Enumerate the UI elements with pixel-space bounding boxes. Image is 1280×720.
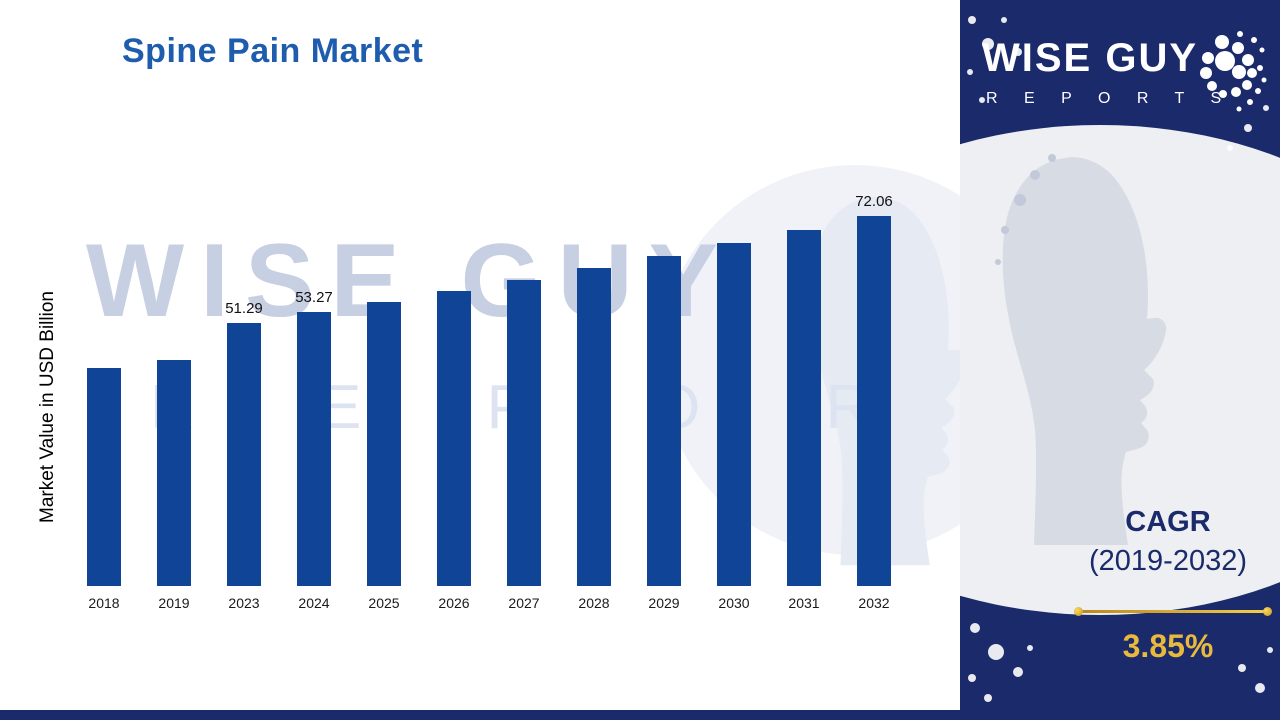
bar-value-label: 72.06	[855, 193, 893, 210]
bar-group: 51.29 2023	[224, 300, 264, 611]
x-axis-tick-label: 2027	[508, 595, 540, 611]
bar-group: 53.27 2024	[294, 289, 334, 611]
bar-group: 72.06 2032	[854, 193, 894, 611]
brand-panel	[960, 0, 1280, 720]
bar	[857, 216, 891, 586]
bar-group: 2025	[364, 279, 404, 611]
bar-value-label: 51.29	[225, 300, 263, 317]
x-axis-tick-label: 2031	[788, 595, 820, 611]
bar-group: 2018	[84, 345, 124, 611]
bar	[227, 323, 261, 586]
x-axis-tick-label: 2019	[158, 595, 190, 611]
x-axis-tick-label: 2028	[578, 595, 610, 611]
x-axis-tick-label: 2023	[228, 595, 260, 611]
bar-value-label: 53.27	[295, 289, 333, 306]
cagr-block: CAGR (2019-2032)	[1062, 506, 1274, 578]
page-title: Spine Pain Market	[122, 32, 424, 70]
bar	[647, 256, 681, 586]
bar	[157, 360, 191, 586]
bar	[787, 230, 821, 586]
x-axis-tick-label: 2018	[88, 595, 120, 611]
x-axis-tick-label: 2025	[368, 595, 400, 611]
cagr-label: CAGR	[1125, 506, 1211, 538]
x-axis-tick-label: 2030	[718, 595, 750, 611]
plot-area: 2018 2019 51.29 2023 53.27 2024 2025 2026 2027 20…	[84, 140, 894, 611]
bar	[717, 243, 751, 586]
x-axis-tick-label: 2024	[298, 595, 330, 611]
bar-group: 2029	[644, 233, 684, 611]
cagr-value: 3.85%	[1122, 628, 1214, 664]
bar	[437, 291, 471, 586]
bar-group: 2028	[574, 245, 614, 611]
y-axis-label: Market Value in USD Billion	[37, 291, 58, 523]
bottom-accent-bar	[0, 710, 1280, 720]
panel-background-graphic	[960, 0, 1280, 720]
x-axis-tick-label: 2032	[858, 595, 890, 611]
head-profile-dots-icon	[1200, 31, 1267, 112]
logo-subtext: R E P O R T S	[986, 90, 1233, 107]
bar-group: 2027	[504, 257, 544, 611]
bar-group: 2030	[714, 220, 754, 611]
x-axis-tick-label: 2029	[648, 595, 680, 611]
bar-group: 2026	[434, 268, 474, 611]
bar	[577, 268, 611, 586]
bar-group: 2031	[784, 207, 824, 611]
logo-wordmark: WISE GUY	[982, 36, 1199, 80]
cagr-divider-line	[1074, 607, 1272, 616]
bar	[297, 312, 331, 586]
x-axis-tick-label: 2026	[438, 595, 470, 611]
cagr-range: (2019-2032)	[1089, 545, 1247, 577]
watermark-text-line1: WISE GUY	[86, 223, 735, 339]
bar	[87, 368, 121, 586]
bar	[367, 302, 401, 586]
brand-logo: WISE GUY R E P O R T S	[982, 36, 1232, 108]
bar-group: 2019	[154, 337, 194, 611]
bar	[507, 280, 541, 586]
